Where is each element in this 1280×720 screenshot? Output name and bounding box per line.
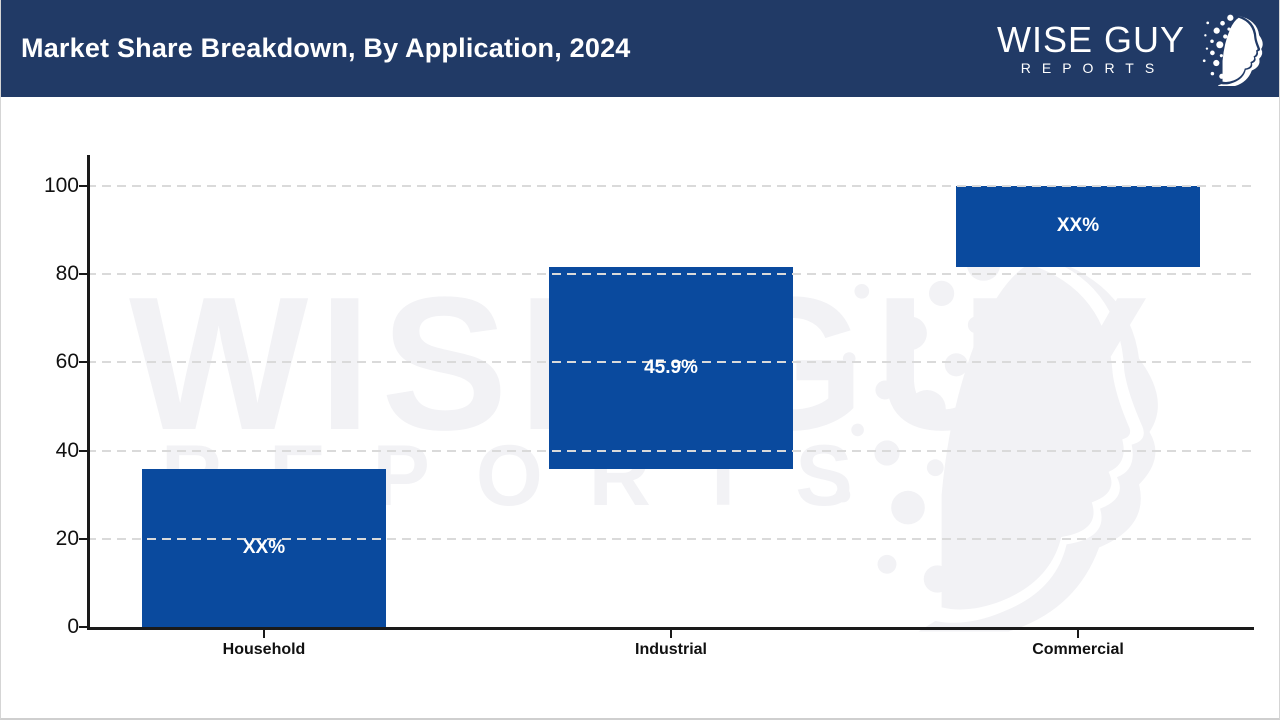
x-category-label: Industrial [634, 641, 708, 658]
y-gridline [87, 449, 1254, 452]
bar-industrial [549, 266, 793, 470]
logo-wordmark-sub: REPORTS [1020, 59, 1166, 76]
y-axis-tick-label: 60 [55, 350, 79, 374]
y-axis-tick-label: 20 [55, 526, 79, 550]
x-category-label: Commercial [1032, 641, 1124, 658]
y-axis-tick [79, 537, 87, 540]
chart-area: WISE GUY REPORTS 0 20 40 60 80 100 XX% Househol… [1, 97, 1279, 718]
y-axis-line [87, 155, 90, 630]
x-axis-line [87, 627, 1254, 630]
x-category-label: Household [222, 641, 306, 658]
waterfall-chart: 0 20 40 60 80 100 XX% Household 45.9% Industrial X… [1, 97, 1279, 718]
page-title: Market Share Breakdown, By Application, … [21, 33, 631, 63]
bar-value-label: XX% [242, 537, 286, 559]
x-axis-tick [670, 630, 672, 638]
x-axis-tick [263, 630, 265, 638]
y-axis-tick [79, 185, 87, 187]
y-gridline [87, 273, 1254, 276]
y-axis-tick [79, 626, 87, 628]
y-axis-tick [79, 273, 87, 276]
y-axis-tick [79, 361, 87, 364]
wiseguy-logo: WISE GUY REPORTS [997, 7, 1267, 91]
y-gridline [87, 361, 1254, 364]
logo-wordmark: WISE GUY REPORTS [996, 18, 1185, 76]
y-axis-tick-label: 100 [43, 174, 79, 197]
y-gridline [87, 537, 1254, 540]
bar-value-label: 45.9% [644, 356, 698, 378]
y-gridline [87, 185, 1254, 187]
y-axis-tick-label: 40 [55, 438, 79, 462]
bar-commercial [956, 186, 1200, 267]
y-axis-tick-label: 80 [55, 262, 79, 286]
header: Market Share Breakdown, By Application, … [1, 0, 1279, 97]
logo-face-icon [1202, 14, 1263, 86]
y-axis-tick-label: 0 [67, 615, 79, 638]
x-axis-tick [1077, 630, 1079, 638]
y-axis-tick [79, 449, 87, 452]
bar-household [142, 469, 386, 627]
watermark-face-icon [835, 247, 1158, 632]
bar-value-label: XX% [1056, 215, 1100, 237]
logo-wordmark-main: WISE GUY [996, 18, 1185, 60]
